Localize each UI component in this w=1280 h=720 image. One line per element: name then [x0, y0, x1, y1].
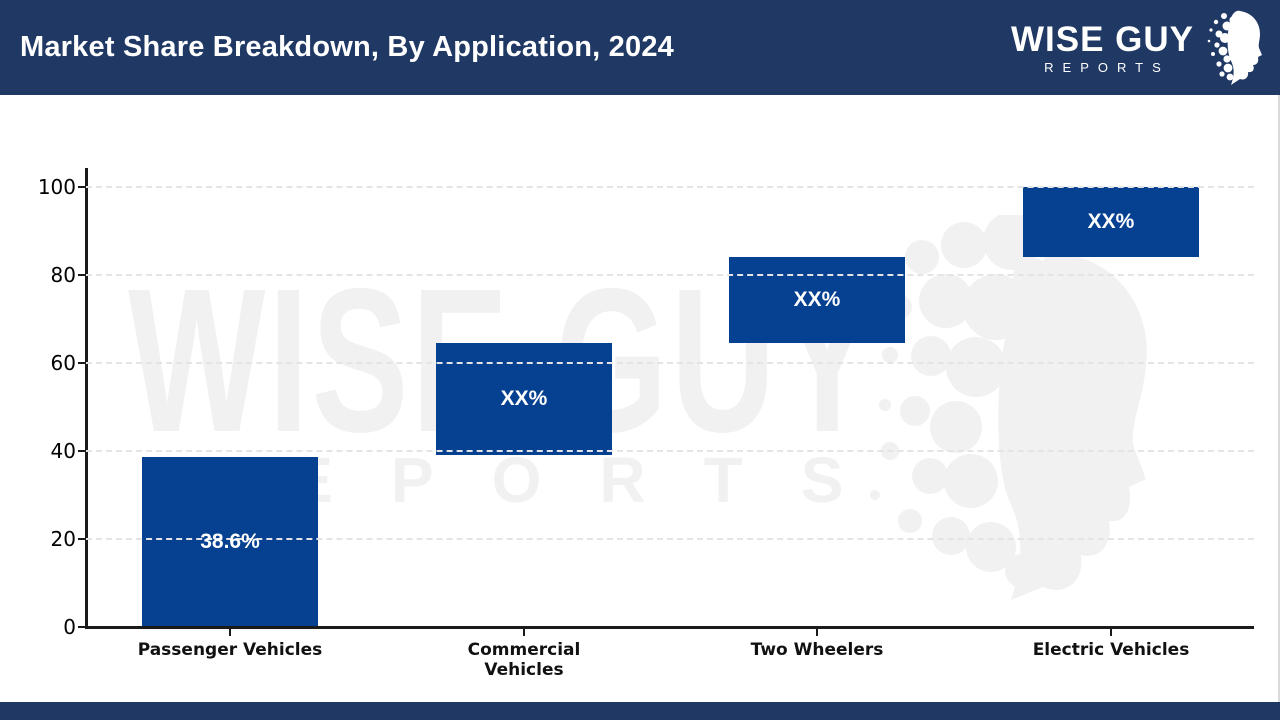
x-axis-category-label: Electric Vehicles	[1032, 640, 1190, 660]
y-tick-mark	[78, 450, 86, 452]
x-axis-line	[85, 626, 1254, 629]
bar-value-label: XX%	[1087, 210, 1135, 234]
logo-text: WISE GUY REPORTS	[1011, 22, 1194, 74]
header-bar: Market Share Breakdown, By Application, …	[0, 0, 1280, 95]
y-tick-mark	[78, 538, 86, 540]
y-tick-mark	[78, 362, 86, 364]
logo-reports-text: REPORTS	[1044, 59, 1170, 75]
y-tick-label: 20	[50, 527, 76, 551]
footer-bar	[0, 702, 1280, 720]
y-tick-mark	[78, 186, 86, 188]
x-axis-category-label: Commercial Vehicles	[467, 640, 581, 681]
y-tick-label: 60	[50, 351, 76, 375]
x-tick-mark	[523, 628, 525, 636]
bar-segment	[1023, 187, 1199, 258]
gridline	[86, 274, 1254, 276]
gridline	[86, 450, 1254, 452]
y-tick-label: 100	[37, 175, 76, 199]
x-tick-mark	[229, 628, 231, 636]
y-tick-label: 80	[50, 263, 76, 287]
x-axis-category-label: Two Wheelers	[750, 640, 884, 660]
page-title: Market Share Breakdown, By Application, …	[20, 31, 674, 63]
logo-head-icon	[1207, 10, 1262, 85]
wise-guy-reports-logo: WISE GUY REPORTS	[1011, 8, 1262, 88]
y-tick-label: 40	[50, 439, 76, 463]
bar-value-label: 38.6%	[200, 530, 260, 554]
bar-value-label: XX%	[500, 387, 548, 411]
bar-segment	[142, 457, 318, 627]
y-tick-mark	[78, 626, 86, 628]
gridline	[86, 538, 1254, 540]
x-tick-mark	[1110, 628, 1112, 636]
gridline	[86, 362, 1254, 364]
bar-segment	[729, 257, 905, 344]
x-axis-category-label: Passenger Vehicles	[137, 640, 323, 660]
right-border-line	[1278, 95, 1280, 702]
bar-segment	[436, 343, 612, 456]
logo-wiseguy-text: WISE GUY	[1010, 19, 1194, 59]
y-tick-label: 0	[63, 615, 76, 639]
y-axis-line	[85, 168, 88, 628]
gridline	[86, 186, 1254, 188]
bar-value-label: XX%	[793, 288, 841, 312]
y-tick-mark	[78, 274, 86, 276]
x-tick-mark	[816, 628, 818, 636]
